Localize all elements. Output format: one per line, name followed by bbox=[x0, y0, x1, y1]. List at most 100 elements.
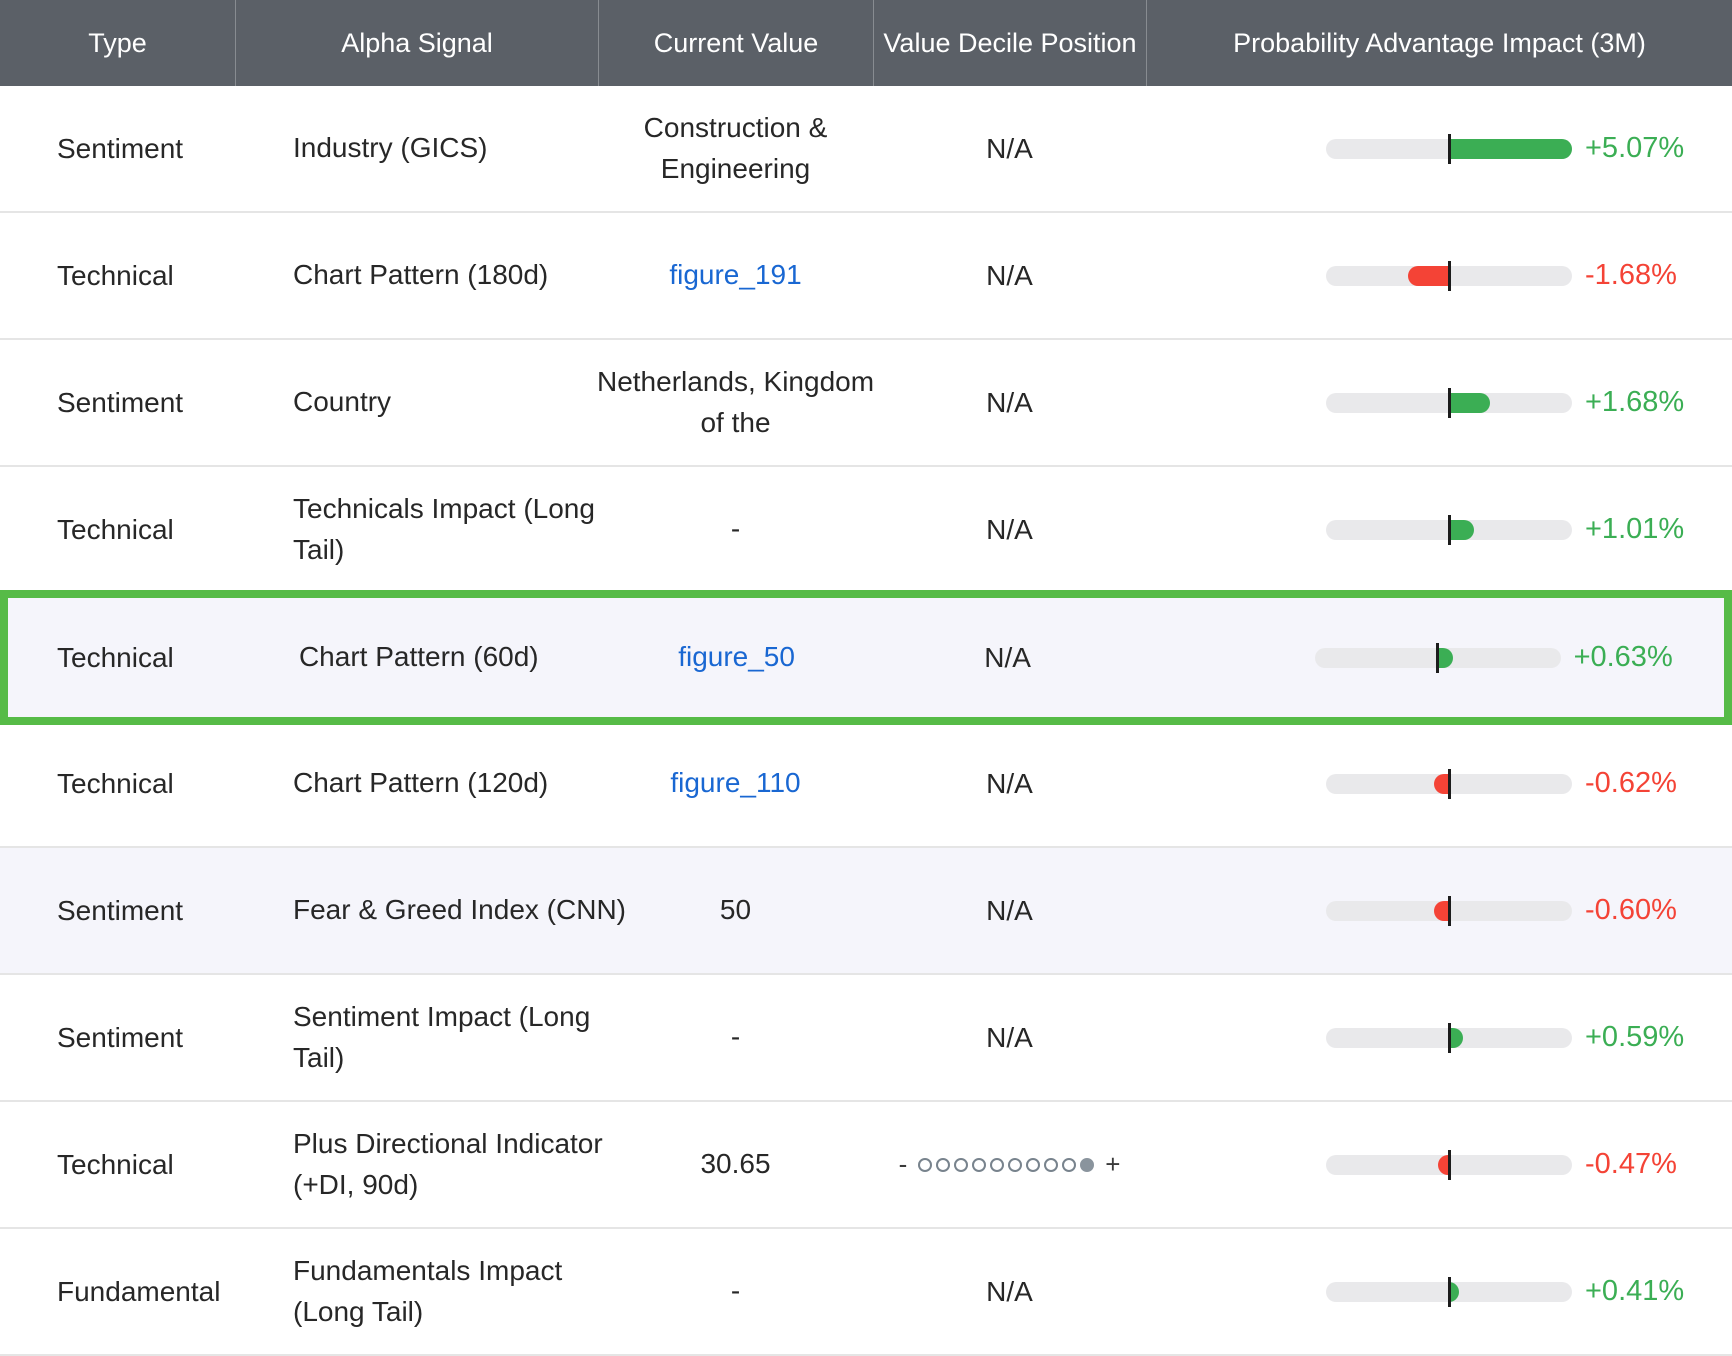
table-row[interactable]: Technical Chart Pattern (180d) figure_19… bbox=[0, 213, 1732, 340]
signal-cell: Chart Pattern (120d) bbox=[293, 767, 549, 799]
decile-plus-label: + bbox=[1105, 1149, 1121, 1179]
decile-cell: N/A bbox=[986, 1275, 1033, 1307]
table-row[interactable]: Sentiment Country Netherlands, Kingdom o… bbox=[0, 340, 1732, 467]
impact-bar-fill bbox=[1449, 1281, 1459, 1302]
impact-bar bbox=[1326, 1022, 1572, 1053]
impact-bar-center-tick bbox=[1447, 1276, 1451, 1307]
decile-cell: N/A bbox=[986, 386, 1033, 418]
decile-dot bbox=[1008, 1157, 1023, 1172]
value-cell: 50 bbox=[719, 894, 752, 926]
value-cell: Construction & Engineering bbox=[643, 111, 828, 184]
impact-cell: +1.01% bbox=[1146, 467, 1732, 592]
impact-bar-fill bbox=[1434, 900, 1449, 921]
signal-cell: Industry (GICS) bbox=[293, 132, 488, 164]
impact-bar bbox=[1326, 768, 1572, 799]
table-row[interactable]: Sentiment Fear & Greed Index (CNN) 50 N/… bbox=[0, 848, 1732, 975]
decile-dot bbox=[936, 1157, 951, 1172]
impact-cell: -1.68% bbox=[1146, 213, 1732, 338]
table-row[interactable]: Technical Chart Pattern (60d) figure_50 … bbox=[0, 590, 1732, 725]
decile-cell: N/A bbox=[986, 1021, 1033, 1053]
type-cell: Technical bbox=[57, 513, 174, 545]
table-row[interactable]: Fundamental Fundamentals Impact (Long Ta… bbox=[0, 1229, 1732, 1356]
impact-cell: +0.41% bbox=[1146, 1229, 1732, 1354]
impact-bar-fill bbox=[1438, 1154, 1449, 1175]
impact-value: -0.62% bbox=[1585, 767, 1677, 799]
column-header-alpha-signal: Alpha Signal bbox=[235, 0, 598, 86]
impact-bar-center-tick bbox=[1447, 1022, 1451, 1053]
impact-bar bbox=[1326, 1276, 1572, 1307]
decile-cell: N/A bbox=[986, 132, 1033, 164]
decile-dot bbox=[1044, 1157, 1059, 1172]
value-cell: - bbox=[730, 1021, 741, 1053]
type-cell: Technical bbox=[57, 1148, 174, 1180]
column-header-type: Type bbox=[88, 27, 147, 58]
value-cell: - bbox=[730, 513, 741, 545]
impact-cell: -0.62% bbox=[1146, 721, 1732, 846]
value-cell: - bbox=[730, 1275, 741, 1307]
impact-bar bbox=[1314, 642, 1561, 673]
impact-bar-fill bbox=[1449, 392, 1490, 413]
table-row[interactable]: Technical Chart Pattern (120d) figure_11… bbox=[0, 721, 1732, 848]
table-row[interactable]: Sentiment Sentiment Impact (Long Tail) -… bbox=[0, 975, 1732, 1102]
column-header-value-decile-position: Value Decile Position bbox=[873, 0, 1146, 86]
decile-cell: N/A bbox=[986, 513, 1033, 545]
impact-bar-center-tick bbox=[1447, 514, 1451, 545]
decile-dot-filled bbox=[1080, 1157, 1095, 1172]
impact-bar-center-tick bbox=[1447, 387, 1451, 418]
signal-cell: Technicals Impact (Long Tail) bbox=[293, 492, 595, 565]
table-row[interactable]: Sentiment Industry (GICS) Construction &… bbox=[0, 86, 1732, 213]
value-cell: figure_191 bbox=[598, 213, 873, 338]
impact-bar-fill bbox=[1449, 1027, 1463, 1048]
impact-cell: -0.47% bbox=[1146, 1102, 1732, 1227]
impact-cell: +0.63% bbox=[1143, 598, 1724, 717]
table-header-row: Type Alpha Signal Current Value Value De… bbox=[0, 0, 1732, 86]
impact-value: +0.63% bbox=[1573, 641, 1673, 673]
signal-cell: Fundamentals Impact (Long Tail) bbox=[293, 1254, 563, 1327]
decile-cell: N/A bbox=[986, 767, 1033, 799]
decile-dot bbox=[972, 1157, 987, 1172]
impact-value: +1.68% bbox=[1585, 386, 1685, 418]
decile-dot bbox=[918, 1157, 933, 1172]
impact-bar bbox=[1326, 133, 1572, 164]
impact-cell: +5.07% bbox=[1146, 86, 1732, 211]
impact-value: -0.47% bbox=[1585, 1148, 1677, 1180]
impact-bar-fill bbox=[1408, 265, 1449, 286]
impact-bar-center-tick bbox=[1447, 768, 1451, 799]
signal-cell: Sentiment Impact (Long Tail) bbox=[293, 1000, 591, 1073]
signal-cell: Country bbox=[293, 386, 392, 418]
table-body: Sentiment Industry (GICS) Construction &… bbox=[0, 86, 1732, 1356]
impact-bar-center-tick bbox=[1447, 895, 1451, 926]
type-cell: Fundamental bbox=[57, 1275, 221, 1307]
decile-cell: - + bbox=[873, 1102, 1146, 1227]
impact-value: +0.41% bbox=[1585, 1275, 1685, 1307]
decile-dot bbox=[1026, 1157, 1041, 1172]
impact-bar-fill bbox=[1449, 138, 1572, 159]
impact-value: -1.68% bbox=[1585, 259, 1677, 291]
impact-bar-fill bbox=[1437, 647, 1453, 668]
type-cell: Technical bbox=[57, 767, 174, 799]
type-cell: Sentiment bbox=[57, 132, 184, 164]
type-cell: Sentiment bbox=[57, 894, 184, 926]
figure-link[interactable]: figure_110 bbox=[670, 767, 801, 799]
table-row[interactable]: Technical Technicals Impact (Long Tail) … bbox=[0, 467, 1732, 594]
decile-cell: N/A bbox=[984, 641, 1031, 673]
decile-position-indicator: - + bbox=[899, 1149, 1121, 1180]
decile-cell: N/A bbox=[986, 894, 1033, 926]
signal-cell: Plus Directional Indicator (+DI, 90d) bbox=[293, 1127, 603, 1200]
type-cell: Sentiment bbox=[57, 386, 184, 418]
impact-bar-center-tick bbox=[1447, 133, 1451, 164]
impact-value: +1.01% bbox=[1585, 513, 1685, 545]
column-header-probability-advantage-impact: Probability Advantage Impact (3M) bbox=[1146, 0, 1732, 86]
impact-bar bbox=[1326, 387, 1572, 418]
decile-dot bbox=[1062, 1157, 1077, 1172]
impact-cell: +0.59% bbox=[1146, 975, 1732, 1100]
table-row[interactable]: Technical Plus Directional Indicator (+D… bbox=[0, 1102, 1732, 1229]
value-cell: 30.65 bbox=[700, 1148, 771, 1180]
signal-cell: Chart Pattern (180d) bbox=[293, 259, 549, 291]
figure-link[interactable]: figure_50 bbox=[678, 641, 795, 673]
impact-bar-center-tick bbox=[1447, 260, 1451, 291]
figure-link[interactable]: figure_191 bbox=[669, 259, 802, 291]
signal-cell: Fear & Greed Index (CNN) bbox=[293, 894, 626, 926]
impact-value: +5.07% bbox=[1585, 132, 1685, 164]
